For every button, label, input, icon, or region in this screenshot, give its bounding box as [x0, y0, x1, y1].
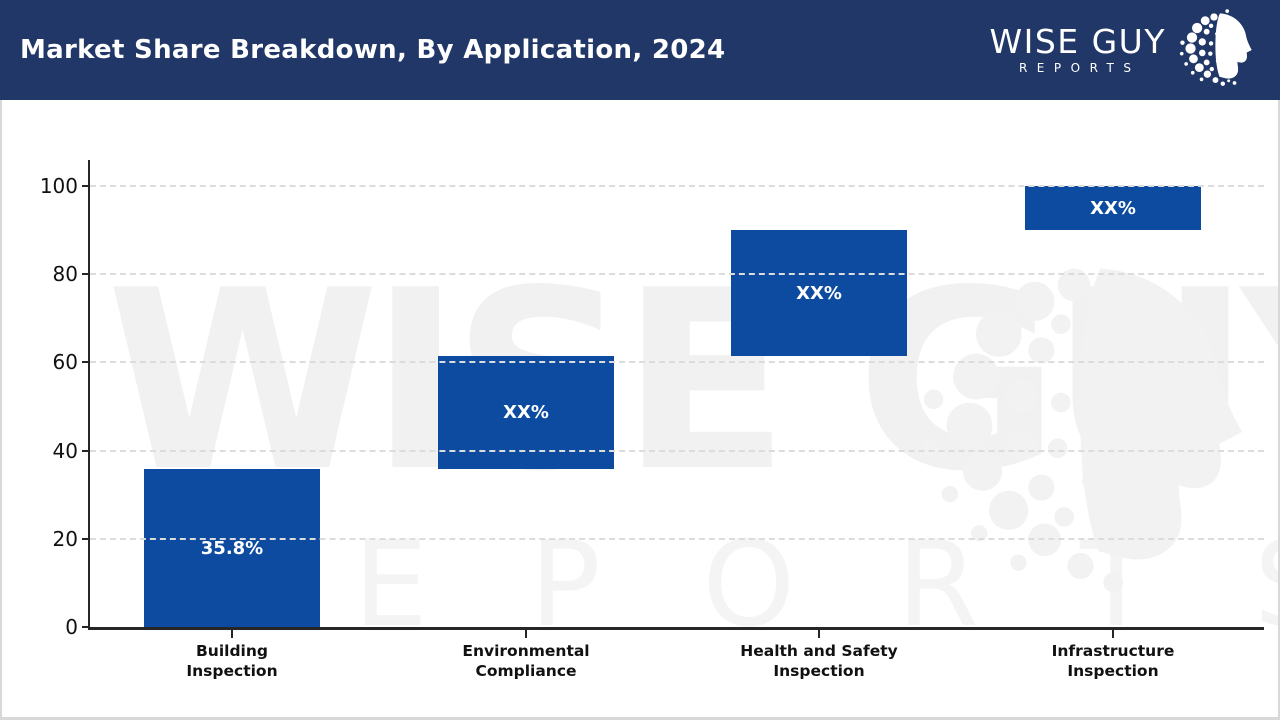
x-tick-health-and-safety-inspection — [818, 630, 820, 638]
y-tick-80 — [82, 273, 89, 276]
category-label-line: Building — [195, 642, 268, 660]
watermark-head-icon — [922, 268, 1243, 593]
x-tick-environmental-compliance — [525, 630, 527, 638]
brand-subname: REPORTS — [1018, 61, 1141, 75]
category-label-environmental-compliance: Environmental Compliance — [396, 641, 656, 682]
y-tick-label-0: 0 — [65, 615, 78, 639]
wise-guy-head-icon — [1179, 9, 1252, 86]
brand-logo: WISE GUY REPORTS — [989, 9, 1258, 91]
category-label-line: Inspection — [1067, 662, 1159, 681]
y-axis-line — [88, 160, 90, 630]
y-tick-0 — [82, 626, 89, 628]
gridline-60 — [90, 361, 1264, 364]
brand-logo-text: WISE GUY REPORTS — [989, 25, 1166, 75]
y-tick-20 — [82, 537, 89, 540]
category-label-line: Health and Safety — [740, 642, 898, 660]
y-tick-label-100: 100 — [39, 174, 78, 198]
category-label-health-and-safety-inspection: Health and Safety Inspection — [689, 641, 949, 682]
y-tick-100 — [82, 185, 89, 187]
bar-health-and-safety-inspection: XX% — [731, 230, 907, 357]
y-tick-label-80: 80 — [52, 262, 78, 287]
bar-value-label: XX% — [503, 402, 549, 424]
y-tick-label-20: 20 — [52, 526, 78, 551]
y-tick-label-60: 60 — [52, 350, 78, 375]
bar-environmental-compliance: XX% — [438, 356, 614, 470]
header-band: Market Share Breakdown, By Application, … — [0, 0, 1280, 100]
x-tick-building-inspection — [231, 630, 233, 638]
watermark-reports-text: R E P O R T S — [170, 515, 1280, 653]
x-axis-line — [88, 627, 1264, 630]
bar-value-label: 35.8% — [200, 537, 264, 559]
x-tick-infrastructure-inspection — [1112, 630, 1114, 638]
gridline-100 — [90, 185, 1264, 187]
chart-stage: WISE GUY R E P O R T S 35.8%XX%XX%XX%020… — [0, 100, 1280, 720]
bar-value-label: XX% — [1090, 197, 1136, 219]
category-label-line: Inspection — [186, 662, 278, 681]
y-tick-label-40: 40 — [52, 438, 78, 463]
brand-name: WISE GUY — [989, 22, 1166, 61]
category-label-line: Inspection — [773, 662, 865, 681]
page-title: Market Share Breakdown, By Application, … — [20, 35, 726, 65]
category-label-line: Infrastructure — [1051, 642, 1175, 660]
y-tick-40 — [82, 449, 89, 452]
category-label-infrastructure-inspection: Infrastructure Inspection — [983, 641, 1243, 682]
category-label-building-inspection: Building Inspection — [102, 641, 362, 682]
bar-infrastructure-inspection: XX% — [1025, 186, 1201, 231]
bar-building-inspection: 35.8% — [144, 469, 320, 627]
bar-value-label: XX% — [796, 282, 842, 304]
category-label-line: Environmental — [462, 642, 590, 660]
gridline-20 — [90, 537, 1264, 540]
category-label-line: Compliance — [475, 662, 577, 681]
y-tick-60 — [82, 361, 89, 364]
gridline-40 — [90, 449, 1264, 452]
chart-area: 35.8% XX% XX% XX% 0 20 40 60 80 100 Building Inspec… — [2, 100, 1278, 717]
gridline-80 — [90, 273, 1264, 276]
